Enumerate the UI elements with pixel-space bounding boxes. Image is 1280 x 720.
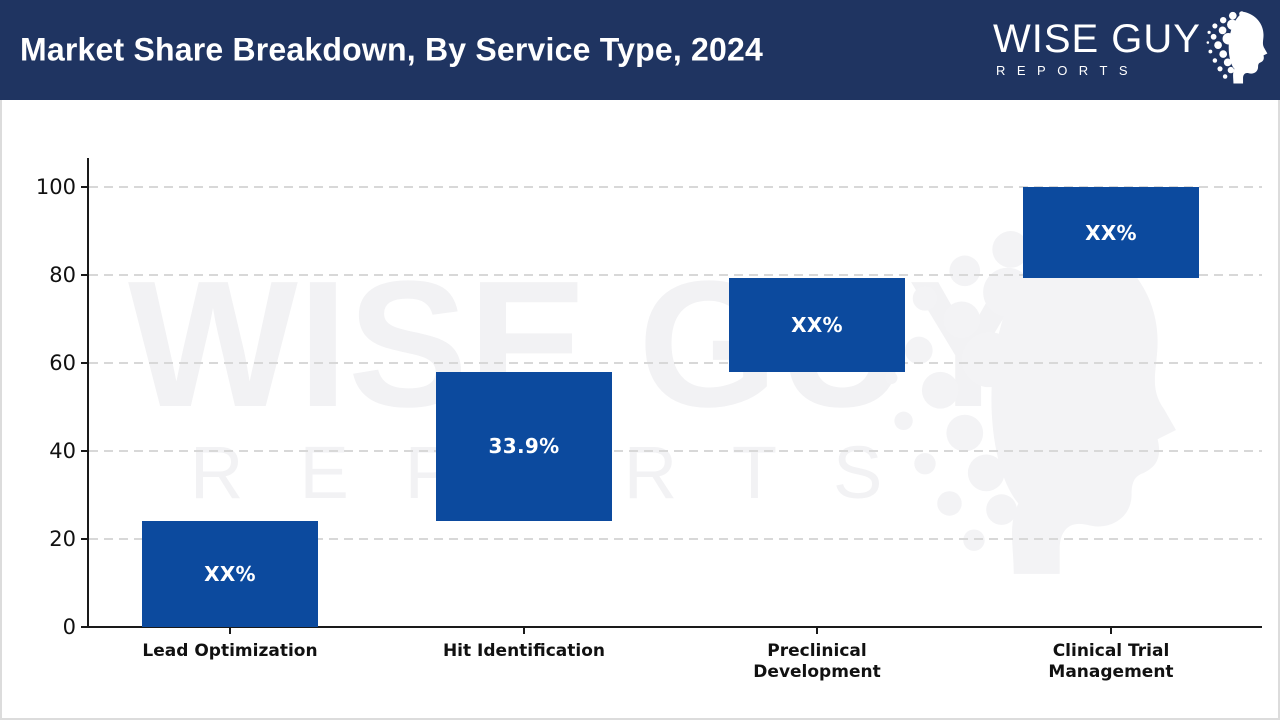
y-tick-mark (81, 274, 88, 276)
y-tick-label: 0 (62, 615, 76, 639)
page-title: Market Share Breakdown, By Service Type,… (20, 31, 763, 68)
x-tick-label: Hit Identification (414, 641, 634, 662)
x-tick-mark (1110, 627, 1112, 634)
x-tick-label-line: Development (753, 662, 881, 682)
y-tick-mark (81, 186, 88, 188)
dotted-face-profile-icon (1204, 10, 1268, 86)
x-tick-label-line: Preclinical (767, 641, 867, 661)
y-tick-mark (81, 362, 88, 364)
x-tick-mark (816, 627, 818, 634)
x-tick-label: Clinical Trial Management (1001, 641, 1221, 683)
x-tick-label-line: Hit Identification (442, 641, 606, 661)
gridline-40 (89, 450, 1262, 452)
y-tick-label: 100 (35, 175, 76, 199)
bar-value-label: 33.9% (488, 434, 560, 459)
y-tick-label: 60 (49, 351, 76, 375)
gridline-100 (89, 186, 1262, 188)
x-tick-label-line: Lead Optimization (142, 641, 318, 661)
logo-wordmark: WISE GUY (992, 16, 1201, 61)
x-tick-mark (229, 627, 231, 634)
logo-text: WISE GUY REPORTS (993, 19, 1201, 78)
y-tick-label: 80 (49, 263, 76, 287)
bar-lead-optimization: XX% (142, 520, 318, 627)
y-axis-line (87, 158, 89, 628)
x-tick-label-line: Management (1048, 662, 1174, 682)
wise-guy-reports-logo: WISE GUY REPORTS (993, 10, 1268, 86)
x-tick-mark (523, 627, 525, 634)
x-axis-line (87, 626, 1262, 628)
bar-value-label: XX% (204, 561, 256, 586)
bar-preclinical-development: XX% (729, 278, 905, 372)
gridline-80 (89, 274, 1262, 276)
bar-clinical-trial-management: XX% (1023, 187, 1199, 279)
bar-hit-identification: 33.9% (436, 371, 612, 521)
x-tick-label-line: Clinical Trial (1052, 641, 1170, 661)
bar-value-label: XX% (791, 312, 843, 337)
x-tick-label: Lead Optimization (120, 641, 340, 662)
gridline-20 (89, 538, 1262, 540)
y-tick-mark (81, 626, 88, 628)
logo-sub-wordmark: REPORTS (995, 62, 1140, 78)
page-header: Market Share Breakdown, By Service Type,… (0, 0, 1280, 100)
y-tick-label: 40 (49, 439, 76, 463)
bar-value-label: XX% (1085, 220, 1137, 245)
y-tick-mark (81, 450, 88, 452)
x-tick-label: Preclinical Development (707, 641, 927, 683)
y-tick-label: 20 (49, 527, 76, 551)
y-tick-mark (81, 538, 88, 540)
gridline-60 (89, 362, 1262, 364)
